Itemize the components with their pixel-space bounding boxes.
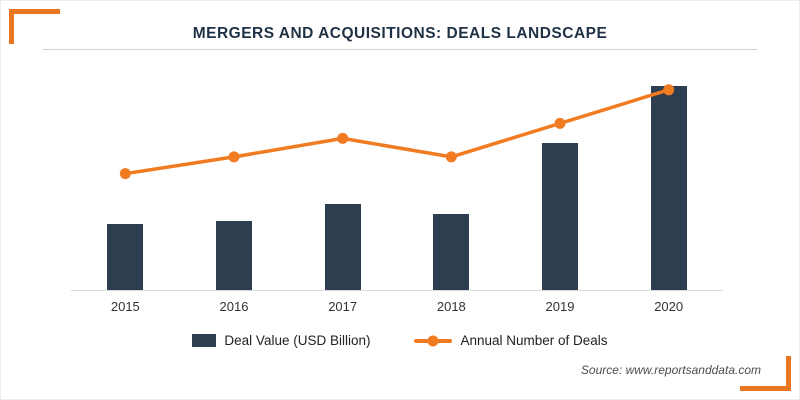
x-axis-labels: 2015 2016 2017 2018 2019 2020 bbox=[71, 299, 723, 317]
x-axis-label: 2015 bbox=[110, 299, 140, 314]
line-marker-icon bbox=[228, 151, 240, 163]
bar bbox=[107, 224, 144, 291]
line-series bbox=[119, 84, 675, 180]
legend-line-swatch bbox=[414, 335, 453, 346]
bar bbox=[216, 221, 252, 291]
chart-title: MERGERS AND ACQUISITIONS: DEALS LANDSCAP… bbox=[192, 25, 608, 42]
line-path bbox=[125, 88, 670, 176]
line-marker-icon bbox=[119, 168, 131, 180]
source-attribution: Source: www.reportsanddata.com bbox=[580, 363, 761, 377]
line-marker-icon bbox=[554, 117, 566, 129]
legend-bar-swatch bbox=[192, 334, 217, 347]
x-axis-label: 2020 bbox=[654, 299, 684, 314]
line-marker-icon bbox=[337, 132, 349, 144]
legend-bar-label: Deal Value (USD Billion) bbox=[224, 333, 371, 348]
line-marker-icon bbox=[445, 151, 457, 163]
bar bbox=[324, 204, 361, 291]
plot-area bbox=[71, 63, 723, 291]
x-axis-label: 2019 bbox=[545, 299, 575, 314]
legend-line-label: Annual Number of Deals bbox=[460, 333, 608, 348]
bar bbox=[542, 143, 578, 291]
x-axis-label: 2016 bbox=[219, 299, 249, 314]
corner-accent-top-left bbox=[9, 9, 60, 44]
x-axis-label: 2018 bbox=[436, 299, 466, 314]
bar-series bbox=[71, 63, 723, 291]
title-divider bbox=[43, 49, 757, 50]
corner-accent-bottom-right bbox=[740, 356, 791, 391]
legend: Deal Value (USD Billion) Annual Number o… bbox=[1, 333, 799, 348]
x-axis-label: 2017 bbox=[328, 299, 358, 314]
bar bbox=[433, 214, 470, 291]
line-marker-icon bbox=[663, 84, 675, 96]
bar bbox=[650, 86, 687, 291]
x-axis-line bbox=[71, 290, 723, 291]
legend-line-marker-icon bbox=[427, 335, 439, 346]
